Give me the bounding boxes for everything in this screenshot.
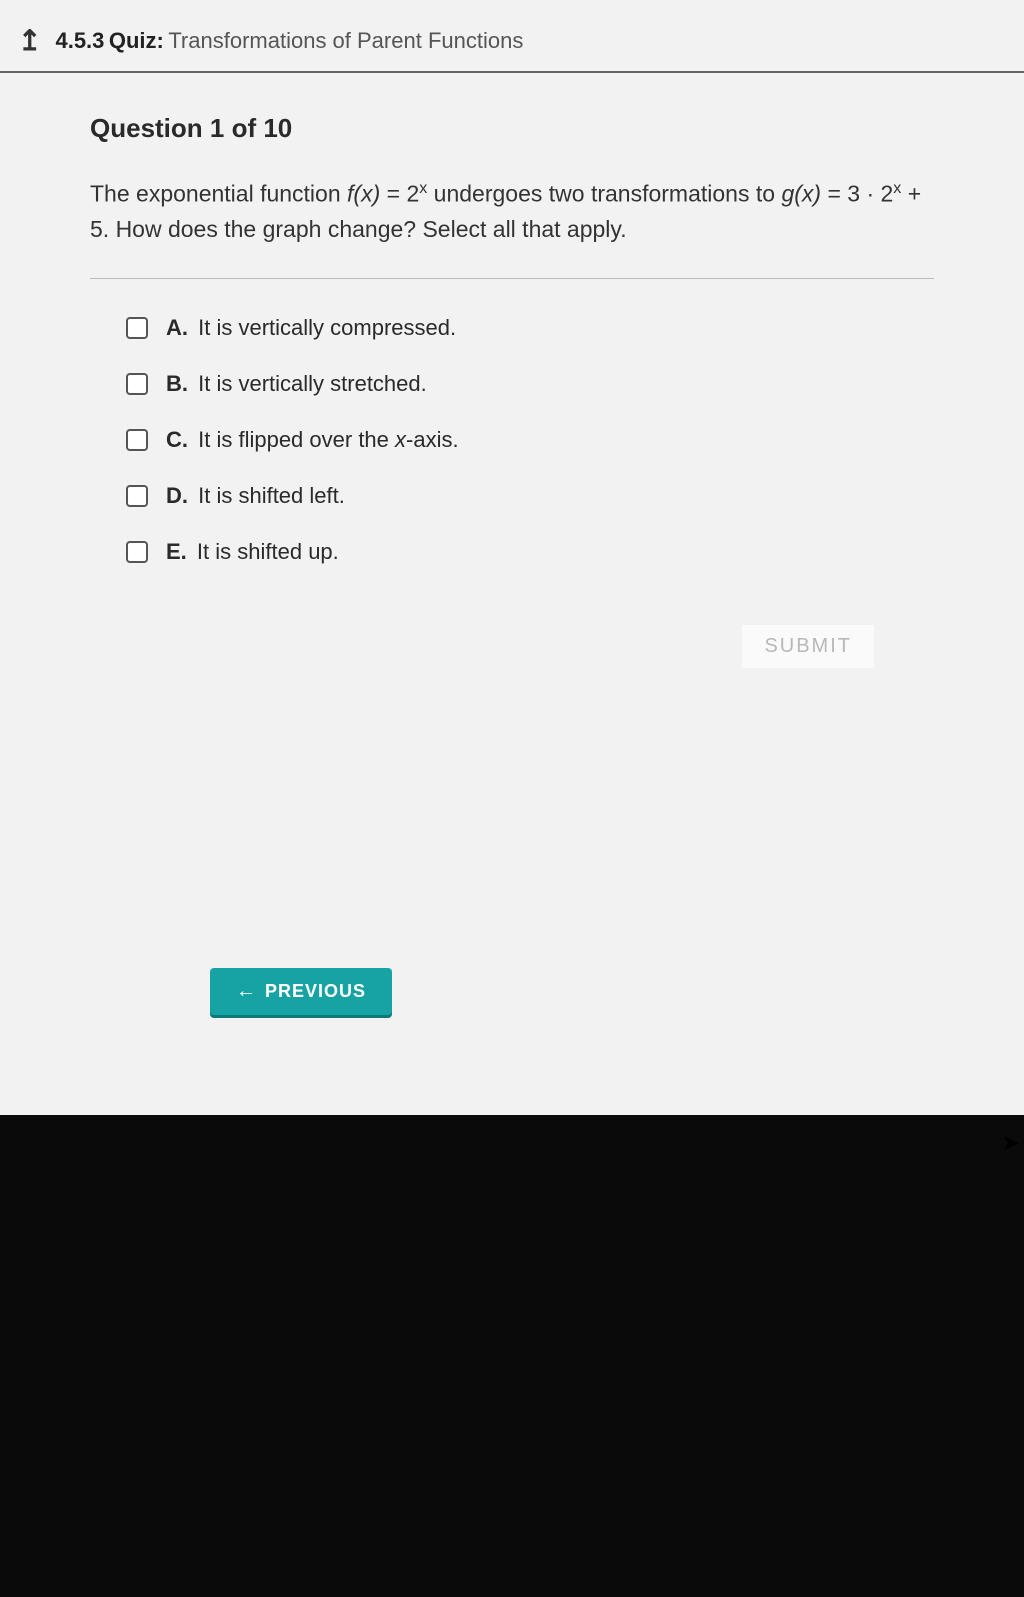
option-text: A. It is vertically compressed. [166,315,456,341]
checkbox-icon[interactable] [126,373,148,395]
arrow-left-icon: ← [236,980,257,1003]
option-letter: C. [166,427,188,452]
submit-wrap: SUBMIT [90,595,934,668]
option-body: It is vertically stretched. [198,371,427,396]
q-prefix: The exponential function [90,181,347,207]
question-heading: Question 1 of 10 [90,113,934,144]
option-e[interactable]: E. It is shifted up. [126,539,934,565]
question-text: The exponential function f(x) = 2x under… [90,176,934,248]
options-list: A. It is vertically compressed. B. It is… [90,315,934,565]
option-c[interactable]: C. It is flipped over the x-axis. [126,427,934,453]
option-text: D. It is shifted left. [166,483,345,509]
option-body-pre: It is flipped over the [198,427,395,452]
option-body: It is shifted up. [197,539,339,564]
section-label: Quiz: [109,28,164,53]
option-body: It is vertically compressed. [198,315,456,340]
previous-label: PREVIOUS [265,981,366,1002]
checkbox-icon[interactable] [126,485,148,507]
submit-button[interactable]: SUBMIT [742,625,874,668]
option-letter: D. [166,483,188,508]
q-suffix: . How does the graph change? Select all … [103,216,627,242]
content-area: Question 1 of 10 The exponential functio… [0,73,1024,1055]
option-text: E. It is shifted up. [166,539,339,565]
fx-label: f(x) [347,181,380,207]
option-b[interactable]: B. It is vertically stretched. [126,371,934,397]
gx-label: g(x) [781,181,821,207]
option-letter: E. [166,539,187,564]
option-d[interactable]: D. It is shifted left. [126,483,934,509]
section-number: 4.5.3 [55,28,104,53]
option-ital: x [395,427,406,452]
checkbox-icon[interactable] [126,541,148,563]
header-bar: ↥ 4.5.3 Quiz: Transformations of Parent … [0,0,1024,73]
option-letter: B. [166,371,188,396]
q-middle: undergoes two transformations to [427,181,781,207]
cursor-icon: ➤ [1002,1130,1020,1156]
option-body: It is shifted left. [198,483,345,508]
quiz-title: Transformations of Parent Functions [168,28,523,53]
quiz-screen: ↥ 4.5.3 Quiz: Transformations of Parent … [0,0,1024,1115]
checkbox-icon[interactable] [126,429,148,451]
bottom-bar: ← PREVIOUS [90,668,934,1045]
option-text: B. It is vertically stretched. [166,371,427,397]
previous-button[interactable]: ← PREVIOUS [210,968,392,1015]
back-icon[interactable]: ↥ [18,24,41,57]
option-letter: A. [166,315,188,340]
divider [90,278,934,279]
checkbox-icon[interactable] [126,317,148,339]
option-a[interactable]: A. It is vertically compressed. [126,315,934,341]
gx-eq: = 3 · 2 [821,181,893,207]
option-body-post: -axis. [406,427,459,452]
fx-eq: = 2 [380,181,419,207]
option-text: C. It is flipped over the x-axis. [166,427,459,453]
